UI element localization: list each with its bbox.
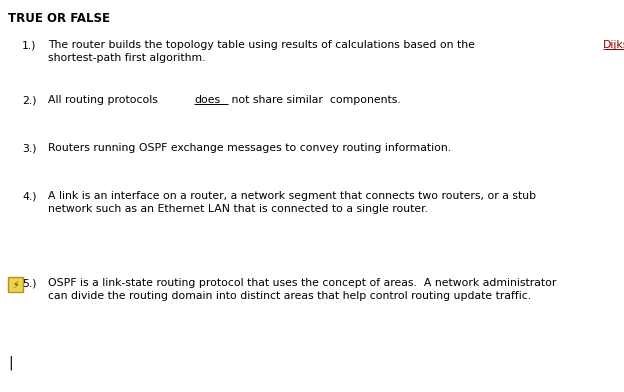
Text: 4.): 4.) — [22, 191, 36, 201]
Text: All routing protocols: All routing protocols — [48, 95, 162, 105]
Text: Routers running OSPF exchange messages to convey routing information.: Routers running OSPF exchange messages t… — [48, 143, 451, 153]
Text: |: | — [8, 355, 12, 370]
Text: shortest-path first algorithm.: shortest-path first algorithm. — [48, 53, 205, 63]
Text: 2.): 2.) — [22, 95, 36, 105]
Text: TRUE OR FALSE: TRUE OR FALSE — [8, 12, 110, 25]
Text: 3.): 3.) — [22, 143, 36, 153]
Text: 5.): 5.) — [22, 278, 36, 288]
Text: A link is an interface on a router, a network segment that connects two routers,: A link is an interface on a router, a ne… — [48, 191, 536, 201]
Text: 1.): 1.) — [22, 40, 36, 50]
Text: network such as an Ethernet LAN that is connected to a single router.: network such as an Ethernet LAN that is … — [48, 204, 428, 214]
Text: ⚡: ⚡ — [12, 279, 19, 290]
Text: can divide the routing domain into distinct areas that help control routing upda: can divide the routing domain into disti… — [48, 291, 531, 301]
Bar — [8, 277, 23, 292]
Text: The router builds the topology table using results of calculations based on the: The router builds the topology table usi… — [48, 40, 479, 50]
Text: does: does — [194, 95, 220, 105]
Text: Dijkstra: Dijkstra — [603, 40, 624, 50]
Text: not share similar  components.: not share similar components. — [228, 95, 401, 105]
Text: OSPF is a link-state routing protocol that uses the concept of areas.  A network: OSPF is a link-state routing protocol th… — [48, 278, 557, 288]
